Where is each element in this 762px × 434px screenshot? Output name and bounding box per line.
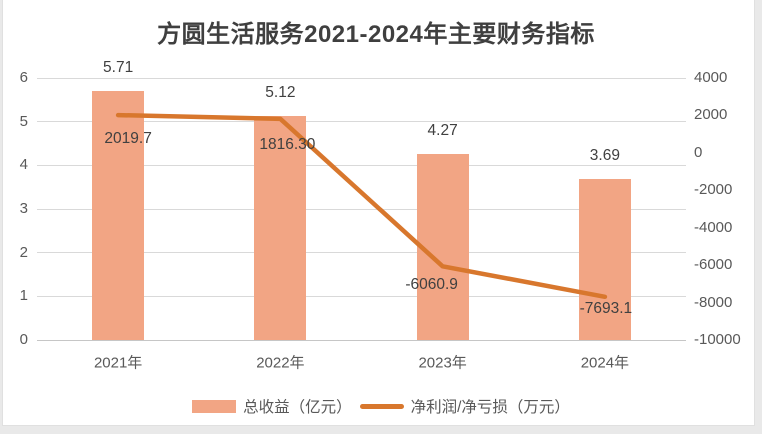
- gridline: [37, 339, 686, 341]
- line-point-label: -6060.9: [405, 276, 458, 294]
- left-axis-tick-label: 1: [19, 287, 28, 305]
- x-axis-tick-label: 2022年: [256, 354, 305, 372]
- x-axis-tick-label: 2024年: [580, 354, 630, 372]
- right-axis-tick-label: -10000: [694, 331, 741, 348]
- legend-item-net-profit: 净利润/净亏损（万元）: [359, 395, 570, 417]
- right-axis-tick-label: -2000: [694, 181, 733, 199]
- legend-label-total-revenue: 总收益（亿元）: [243, 399, 352, 416]
- line-point-label: 1816.30: [259, 135, 316, 153]
- right-axis-tick-label: -8000: [694, 293, 733, 311]
- x-axis-tick-label: 2021年: [93, 354, 143, 372]
- legend-bar-swatch-icon: [192, 399, 237, 413]
- right-axis-tick-label: -6000: [694, 256, 733, 274]
- net-profit-line: [115, 112, 608, 300]
- line-point-label: -7693.1: [579, 299, 633, 317]
- left-axis-tick-label: 0: [19, 331, 28, 348]
- bar-value-label: 3.69: [589, 146, 620, 164]
- legend-label-net-profit: 净利润/净亏损（万元）: [410, 399, 570, 416]
- left-axis-tick-label: 2: [19, 243, 28, 261]
- bar-total-revenue-2021年: [92, 90, 145, 340]
- gridline: [37, 77, 686, 79]
- right-axis-tick-label: 4000: [694, 69, 728, 86]
- left-axis-tick-label: 4: [19, 156, 28, 174]
- legend-line-swatch-icon: [359, 403, 404, 409]
- bar-value-label: 5.12: [265, 84, 296, 102]
- bar-value-label: 5.71: [103, 58, 134, 76]
- x-axis-tick-label: 2023年: [418, 354, 467, 372]
- left-axis-tick-label: 6: [19, 69, 28, 86]
- chart-title: 方圆生活服务2021-2024年主要财务指标: [157, 21, 595, 48]
- left-axis-tick-label: 5: [19, 112, 28, 130]
- left-axis-tick-label: 3: [19, 200, 28, 217]
- right-axis-tick-label: 2000: [694, 106, 728, 124]
- right-axis-tick-label: 0: [694, 143, 703, 161]
- legend-item-total-revenue: 总收益（亿元）: [192, 395, 352, 417]
- right-axis-tick-label: -4000: [694, 218, 733, 236]
- bar-total-revenue-2023年: [416, 153, 469, 340]
- legend: 总收益（亿元） 净利润/净亏损（万元）: [0, 395, 762, 417]
- line-point-label: 2019.7: [104, 130, 152, 148]
- bar-value-label: 4.27: [427, 121, 458, 139]
